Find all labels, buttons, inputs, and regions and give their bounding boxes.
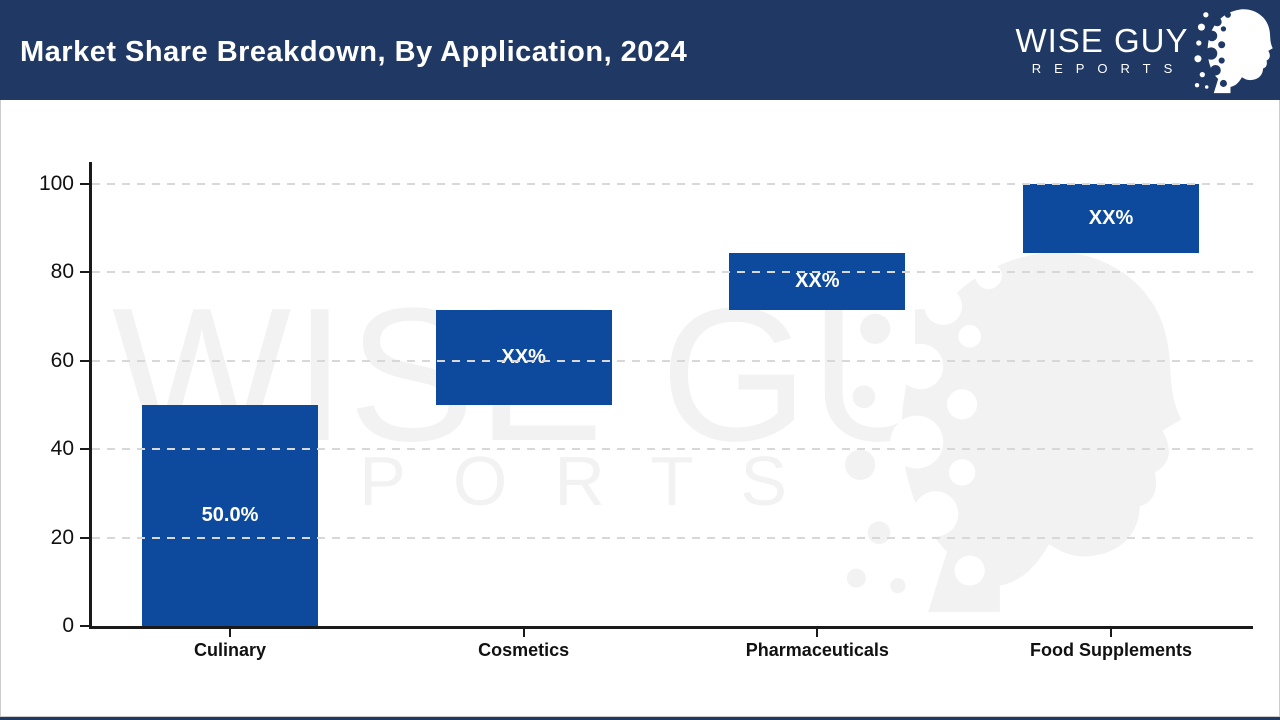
y-tick-label: 80	[50, 260, 74, 284]
x-category-label: Cosmetics	[478, 640, 570, 660]
gridline	[92, 536, 1253, 539]
bar: XX%	[729, 252, 906, 311]
logo-text: WISE GUY REPORTS	[1012, 24, 1192, 76]
gridline	[92, 359, 1253, 362]
x-tick	[229, 629, 231, 637]
bar: XX%	[1023, 184, 1199, 253]
x-category-label: Culinary	[193, 640, 267, 660]
x-category-label: Pharmaceuticals	[745, 640, 889, 660]
gridline	[92, 183, 1253, 186]
bar-value-label: XX%	[1088, 206, 1134, 229]
y-tick-label: 100	[38, 172, 74, 196]
chart-title: Market Share Breakdown, By Application, …	[20, 36, 688, 68]
x-tick	[522, 629, 525, 637]
logo-face-icon	[1194, 9, 1273, 94]
x-tick	[816, 629, 819, 637]
bar-value-label: 50.0%	[201, 504, 259, 527]
y-tick	[80, 536, 89, 539]
logo-wordmark: WISE GUY	[1015, 22, 1189, 60]
y-tick	[80, 359, 89, 362]
brand-logo: WISE GUY REPORTS	[1012, 6, 1274, 94]
y-axis-spine	[89, 162, 92, 629]
y-tick	[80, 625, 89, 627]
x-axis-spine	[89, 626, 1253, 629]
x-tick	[1110, 629, 1112, 637]
gridline	[92, 448, 1253, 451]
left-border	[0, 100, 1, 717]
bar: 50.0%	[142, 405, 318, 626]
y-tick-label: 0	[62, 614, 74, 637]
y-tick	[80, 448, 89, 451]
footer-bar	[0, 717, 1280, 720]
bar-value-label: XX%	[795, 269, 840, 292]
y-tick-label: 40	[50, 437, 74, 461]
logo-subtext: REPORTS	[1031, 60, 1186, 76]
y-tick	[80, 271, 89, 274]
footer-divider	[0, 716, 1280, 717]
header: Market Share Breakdown, By Application, …	[0, 0, 1280, 100]
y-tick-label: 20	[50, 525, 74, 549]
gridline	[92, 271, 1253, 274]
x-category-label: Food Supplements	[1030, 640, 1192, 660]
y-tick	[80, 183, 89, 186]
bar-value-label: XX%	[501, 346, 546, 369]
bar: XX%	[435, 310, 612, 406]
y-tick-label: 60	[50, 348, 74, 372]
watermark-face-icon	[845, 252, 1182, 613]
